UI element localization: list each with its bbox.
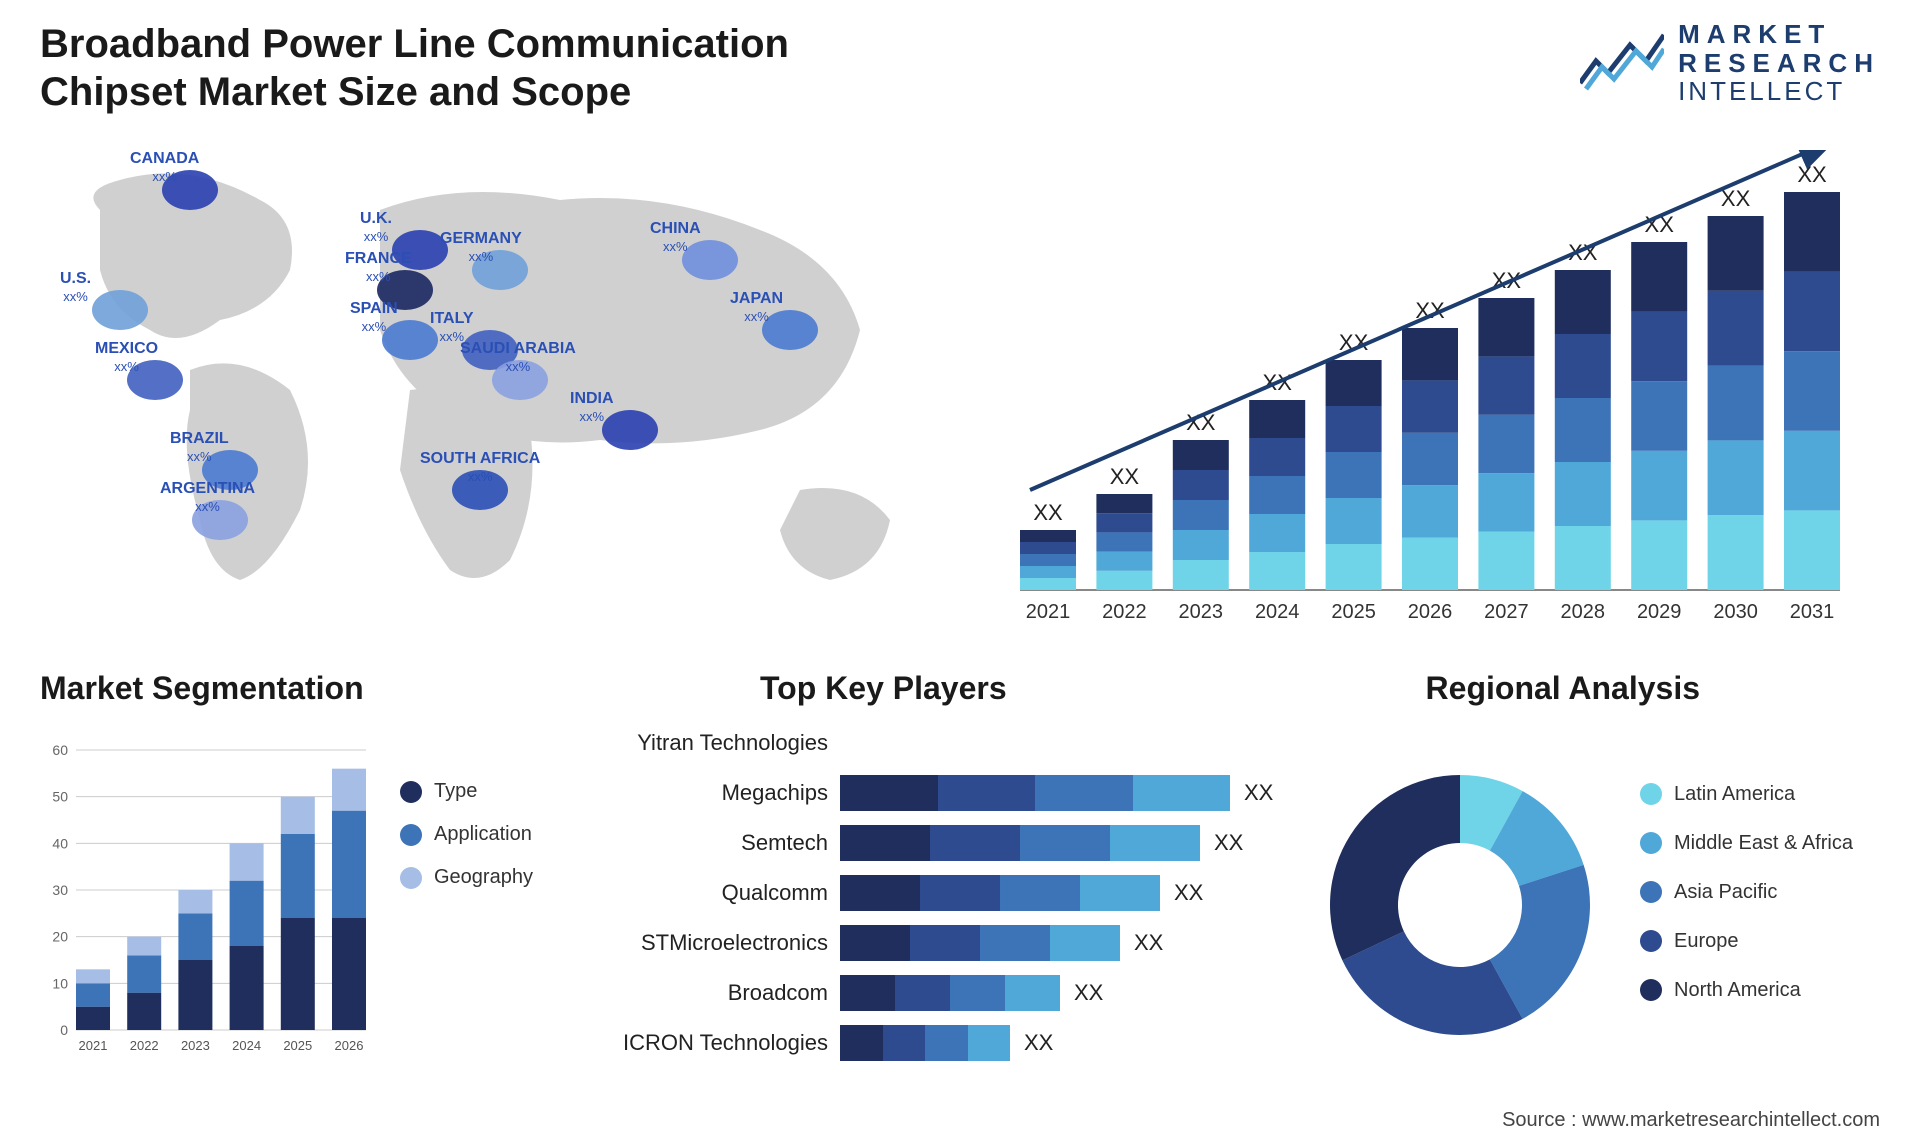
legend-item: Middle East & Africa	[1640, 832, 1853, 855]
svg-text:30: 30	[52, 882, 68, 898]
segmentation-title: Market Segmentation	[40, 670, 364, 707]
map-label-saudi-arabia: SAUDI ARABIAxx%	[460, 340, 576, 375]
svg-text:60: 60	[52, 742, 68, 758]
growth-chart: XX2021XX2022XX2023XX2024XX2025XX2026XX20…	[990, 150, 1860, 630]
svg-text:2030: 2030	[1713, 601, 1758, 623]
player-row: Yitran Technologies	[600, 720, 1280, 766]
segmentation-legend: Type Application Geography	[400, 780, 580, 909]
world-map: CANADAxx% U.S.xx% MEXICOxx% BRAZILxx% ARGENT…	[40, 150, 920, 630]
map-svg	[40, 150, 920, 630]
legend-item: North America	[1640, 979, 1853, 1002]
svg-text:50: 50	[52, 789, 68, 805]
map-label-mexico: MEXICOxx%	[95, 340, 158, 375]
map-label-japan: JAPANxx%	[730, 290, 783, 325]
svg-text:2024: 2024	[232, 1038, 261, 1053]
map-label-brazil: BRAZILxx%	[170, 430, 229, 465]
svg-text:2023: 2023	[181, 1038, 210, 1053]
map-label-south-africa: SOUTH AFRICAxx%	[420, 450, 540, 485]
legend-item: Application	[400, 823, 580, 846]
logo-line3: INTELLECT	[1678, 77, 1880, 106]
svg-text:XX: XX	[1797, 162, 1827, 187]
player-row: MegachipsXX	[600, 770, 1280, 816]
svg-text:2022: 2022	[130, 1038, 159, 1053]
svg-text:2026: 2026	[1408, 601, 1453, 623]
legend-item: Asia Pacific	[1640, 881, 1853, 904]
svg-text:2021: 2021	[1026, 601, 1071, 623]
brand-logo: MARKET RESEARCH INTELLECT	[1580, 20, 1880, 106]
player-row: QualcommXX	[600, 870, 1280, 916]
player-row: ICRON TechnologiesXX	[600, 1020, 1280, 1066]
logo-line1: MARKET	[1678, 20, 1880, 49]
map-label-china: CHINAxx%	[650, 220, 701, 255]
legend-item: Geography	[400, 866, 580, 889]
svg-text:2026: 2026	[335, 1038, 364, 1053]
svg-text:XX: XX	[1110, 464, 1140, 489]
svg-text:0: 0	[60, 1022, 68, 1038]
regional-legend: Latin America Middle East & Africa Asia Pa…	[1640, 783, 1853, 1028]
svg-text:10: 10	[52, 975, 68, 991]
svg-text:2025: 2025	[283, 1038, 312, 1053]
svg-text:2024: 2024	[1255, 601, 1300, 623]
segmentation-chart: 0 10 20 30 40 50 60 2021 2022 2023 2024 2025 2026	[40, 720, 380, 1070]
logo-line2: RESEARCH	[1678, 49, 1880, 78]
players-chart: Yitran TechnologiesMegachipsXXSemtechXXQ…	[600, 720, 1280, 1090]
map-label-spain: SPAINxx%	[350, 300, 398, 335]
map-label-argentina: ARGENTINAxx%	[160, 480, 255, 515]
player-row: STMicroelectronicsXX	[600, 920, 1280, 966]
svg-text:2031: 2031	[1790, 601, 1835, 623]
svg-text:40: 40	[52, 835, 68, 851]
svg-text:2029: 2029	[1637, 601, 1682, 623]
map-label-u-s-: U.S.xx%	[60, 270, 91, 305]
logo-icon	[1580, 31, 1664, 95]
player-row: SemtechXX	[600, 820, 1280, 866]
svg-text:2025: 2025	[1331, 601, 1376, 623]
map-label-india: INDIAxx%	[570, 390, 614, 425]
source-text: Source : www.marketresearchintellect.com	[1502, 1109, 1880, 1132]
regional-title: Regional Analysis	[1426, 670, 1700, 707]
player-row: BroadcomXX	[600, 970, 1280, 1016]
map-label-france: FRANCExx%	[345, 250, 412, 285]
svg-text:2028: 2028	[1561, 601, 1606, 623]
map-label-u-k-: U.K.xx%	[360, 210, 392, 245]
map-label-canada: CANADAxx%	[130, 150, 199, 185]
svg-text:2023: 2023	[1179, 601, 1224, 623]
svg-text:20: 20	[52, 929, 68, 945]
map-label-germany: GERMANYxx%	[440, 230, 522, 265]
legend-item: Type	[400, 780, 580, 803]
players-title: Top Key Players	[760, 670, 1007, 707]
svg-text:2027: 2027	[1484, 601, 1529, 623]
legend-item: Europe	[1640, 930, 1853, 953]
svg-text:XX: XX	[1721, 186, 1751, 211]
svg-text:2022: 2022	[1102, 601, 1147, 623]
legend-item: Latin America	[1640, 783, 1853, 806]
svg-text:XX: XX	[1033, 500, 1063, 525]
page-title: Broadband Power Line Communication Chips…	[40, 20, 940, 116]
regional-donut: Latin America Middle East & Africa Asia Pa…	[1310, 720, 1880, 1090]
svg-text:2021: 2021	[79, 1038, 108, 1053]
